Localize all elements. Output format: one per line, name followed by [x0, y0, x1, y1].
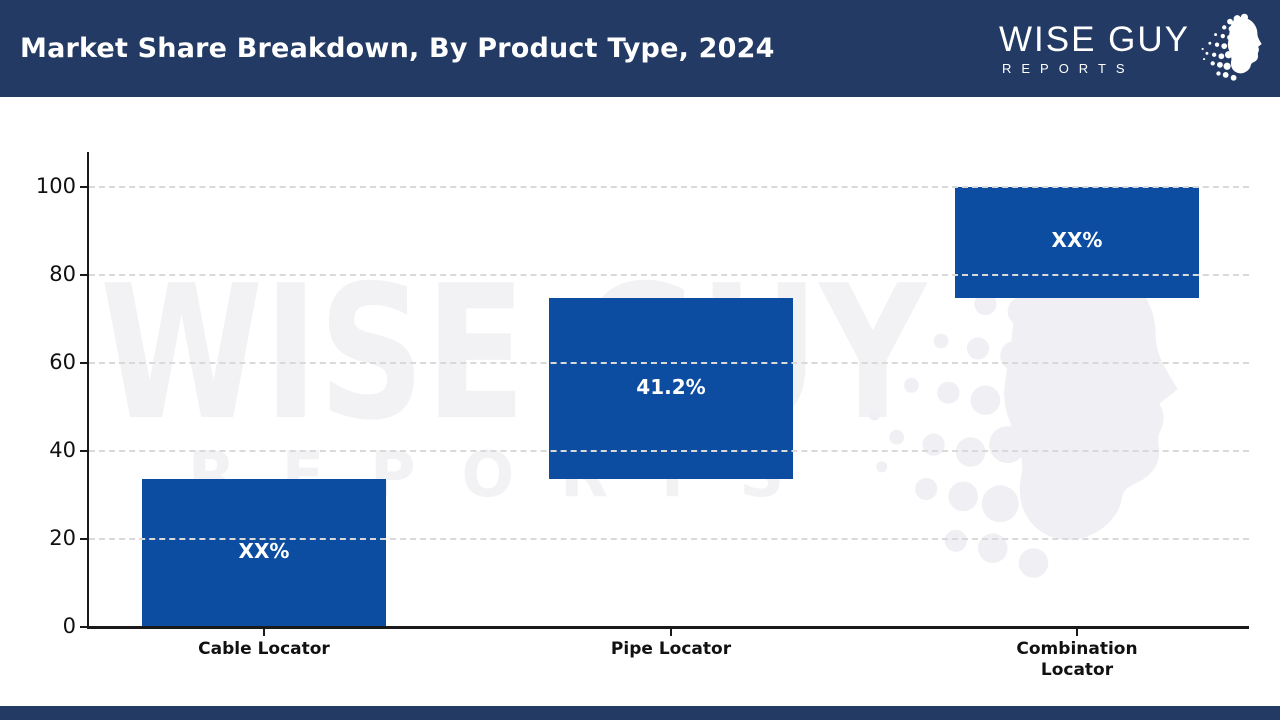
bar-value-label: XX%: [238, 539, 290, 564]
y-tick-label: 20: [49, 526, 76, 550]
bar-value-label: 41.2%: [636, 374, 706, 399]
y-tick-label: 40: [49, 438, 76, 462]
gridline: [89, 362, 1249, 364]
gridline: [89, 186, 1249, 188]
y-tick-mark: [80, 186, 88, 188]
x-category-label: Cable Locator: [198, 639, 330, 659]
x-tick-mark: [670, 628, 672, 636]
wiseguy-logo-text: WISE GUY REPORTS: [998, 19, 1190, 76]
gridline: [89, 450, 1249, 452]
y-tick-mark: [80, 626, 88, 628]
y-tick-mark: [80, 362, 88, 364]
footer-bar: [0, 706, 1280, 720]
wiseguy-logo: WISE GUY REPORTS: [999, 11, 1280, 87]
page-title: Market Share Breakdown, By Product Type,…: [20, 33, 775, 64]
bar-cable-locator: [142, 479, 386, 627]
x-category-label: Pipe Locator: [610, 639, 732, 659]
y-tick-label: 80: [49, 262, 76, 286]
y-tick-label: 60: [49, 350, 76, 374]
watermark-wordmark: WISE GUY: [100, 245, 927, 461]
logo-reports-text: REPORTS: [1001, 60, 1135, 76]
y-tick-mark: [80, 538, 88, 540]
x-tick-mark: [1076, 628, 1078, 636]
wiseguy-head-icon: [1201, 13, 1262, 81]
y-tick-mark: [80, 450, 88, 452]
y-tick-mark: [80, 274, 88, 276]
y-axis-line: [87, 152, 89, 629]
x-tick-mark: [263, 628, 265, 636]
y-tick-label: 0: [62, 614, 76, 638]
bar-pipe-locator: [549, 297, 793, 480]
gridline: [89, 538, 1249, 540]
bar-value-label: XX%: [1051, 228, 1103, 253]
header-bar: Market Share Breakdown, By Product Type,…: [0, 0, 1280, 97]
x-category-label: Combination Locator: [1016, 639, 1138, 680]
logo-wordmark: WISE GUY: [998, 19, 1190, 59]
x-axis-line: [87, 626, 1249, 629]
gridline: [89, 274, 1249, 276]
y-tick-label: 100: [35, 174, 76, 198]
